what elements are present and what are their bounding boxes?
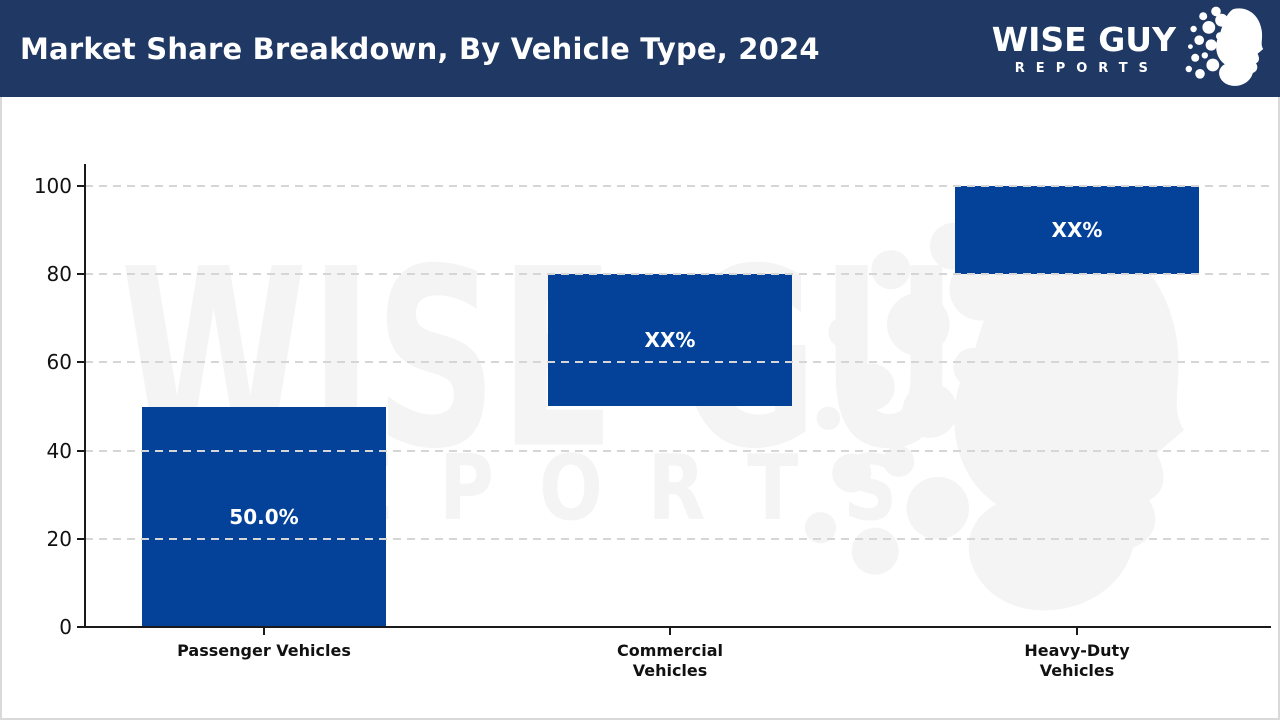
y-tick-label: 80 — [46, 262, 72, 287]
x-tick-mark — [1076, 628, 1078, 635]
logo-text: WISE GUY REPORTS — [992, 23, 1176, 75]
x-category-label-line: Vehicles — [1039, 661, 1115, 680]
x-category-label: Heavy-Duty Vehicles — [947, 641, 1207, 681]
x-category-label-line: Passenger Vehicles — [177, 641, 351, 660]
bar-1 — [142, 406, 386, 627]
y-tick-label: 60 — [46, 350, 72, 375]
bar-2 — [548, 274, 792, 407]
y-tick-label: 100 — [33, 174, 72, 198]
logo-face-icon — [1185, 6, 1264, 86]
y-tick-mark — [77, 537, 84, 540]
y-tick-label: 40 — [46, 438, 72, 463]
y-axis-spine — [84, 164, 86, 628]
x-category-label-line: Vehicles — [632, 661, 708, 680]
y-tick-mark — [77, 626, 84, 628]
x-category-label: Commercial Vehicles — [540, 641, 800, 681]
bar-value-label: 50.0% — [229, 504, 299, 529]
header-banner: Market Share Breakdown, By Vehicle Type,… — [0, 0, 1280, 97]
x-category-label-line: Heavy-Duty — [1024, 641, 1130, 660]
y-tick-mark — [77, 361, 84, 364]
gridline — [85, 537, 1271, 540]
bar-value-label: XX% — [644, 328, 696, 353]
y-tick-mark — [77, 273, 84, 276]
x-axis-spine — [84, 626, 1271, 628]
logo-wiseguy-text: WISE GUY — [991, 19, 1176, 59]
waterfall-chart: WISE GUY REPORTS 02040608010050.0%XX%XX%… — [0, 97, 1280, 720]
x-category-label-line: Commercial — [616, 641, 724, 660]
gridline — [85, 449, 1271, 452]
x-tick-mark — [263, 628, 265, 635]
gridline — [85, 185, 1271, 187]
watermark-face-icon — [804, 222, 1185, 611]
y-tick-mark — [77, 449, 84, 452]
x-tick-mark — [669, 628, 671, 635]
gridline — [85, 361, 1271, 364]
bar-3 — [955, 186, 1199, 275]
logo-reports-text: REPORTS — [1014, 60, 1159, 76]
gridline — [85, 273, 1271, 276]
x-category-label: Passenger Vehicles — [134, 641, 394, 661]
bar-value-label: XX% — [1051, 218, 1103, 243]
wiseguy-logo: WISE GUY REPORTS — [992, 5, 1280, 93]
chart-title: Market Share Breakdown, By Vehicle Type,… — [20, 31, 820, 66]
y-tick-mark — [77, 185, 84, 187]
y-tick-label: 20 — [46, 526, 72, 551]
y-tick-label: 0 — [59, 615, 72, 639]
